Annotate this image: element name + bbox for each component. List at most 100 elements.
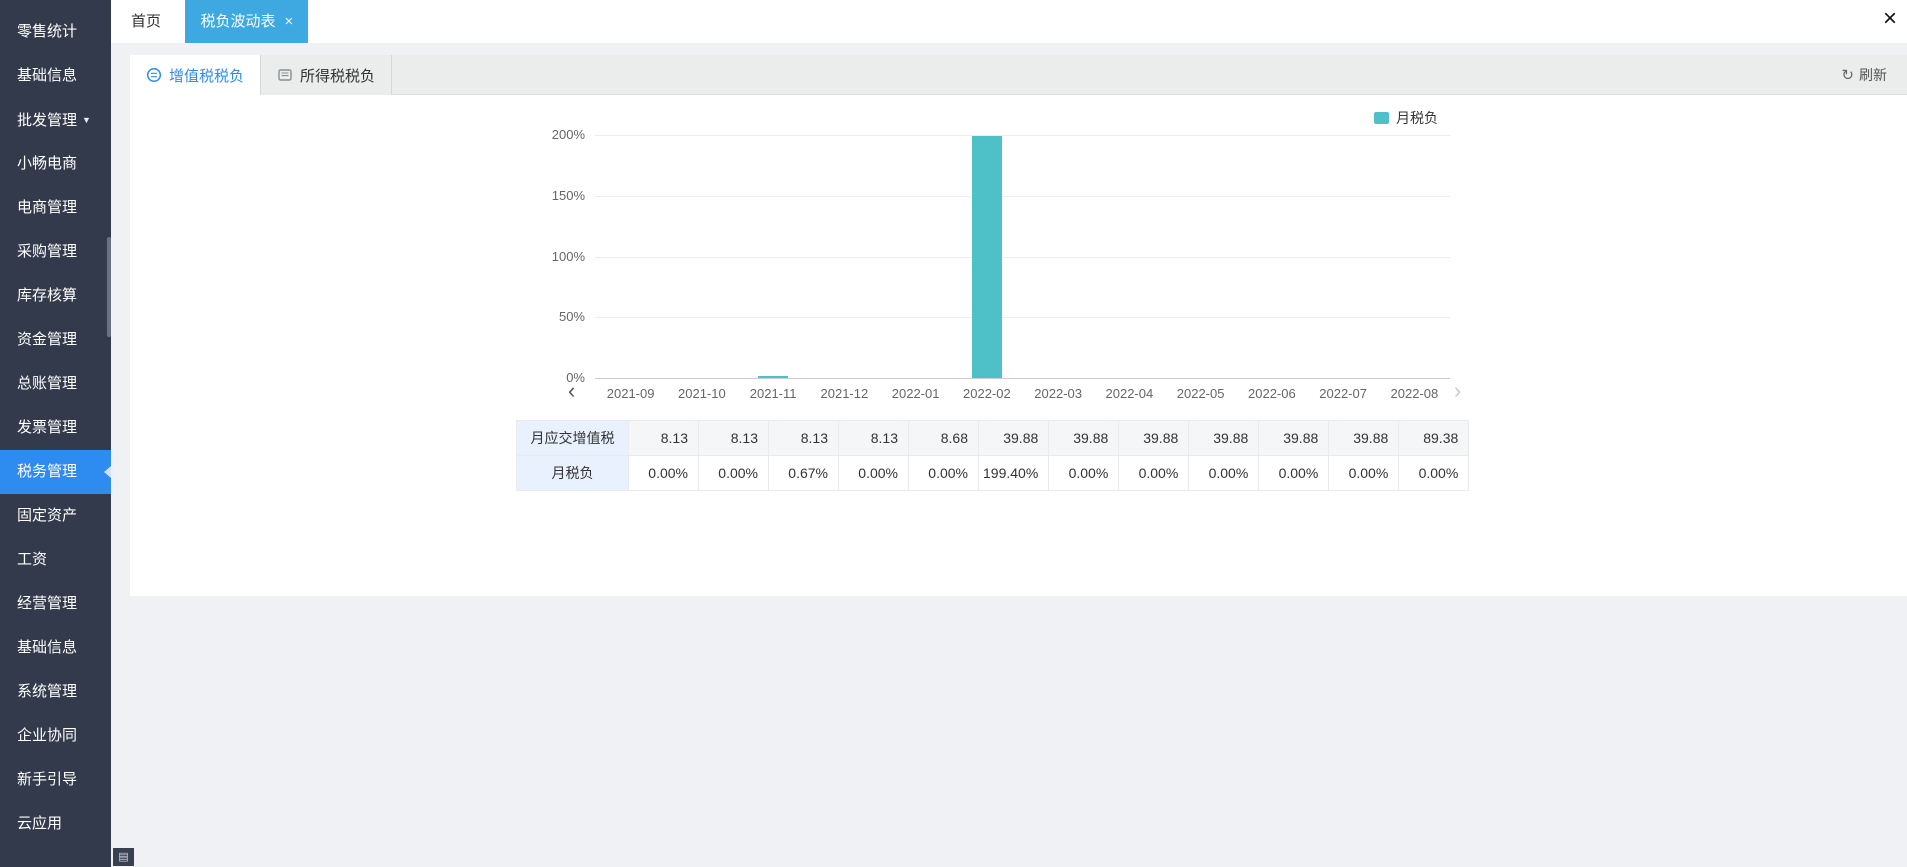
sidebar-item-label: 小畅电商 — [17, 155, 78, 172]
sidebar-item-经营管理[interactable]: 经营管理 — [0, 582, 111, 626]
x-axis-label: 2021-11 — [749, 386, 797, 401]
sidebar-item-基础信息[interactable]: 基础信息 — [0, 54, 111, 98]
table-cell: 0.67% — [768, 455, 839, 491]
table-cell: 0.00% — [1328, 455, 1400, 491]
x-axis-line — [595, 378, 1450, 379]
sidebar-item-label: 云应用 — [17, 815, 63, 832]
income-tax-tab-icon — [277, 67, 293, 83]
legend-swatch[interactable] — [1374, 112, 1389, 124]
x-axis-label: 2022-07 — [1319, 386, 1367, 401]
table-cell: 8.13 — [698, 420, 769, 456]
table-row: 月应交增值税 8.13 8.13 8.13 8.13 8.68 39.88 39.88 39.8… — [516, 420, 1470, 456]
x-axis-label: 2022-03 — [1034, 386, 1082, 401]
x-axis-label: 2022-02 — [963, 386, 1011, 401]
y-axis-tick-label: 100% — [551, 248, 585, 264]
y-axis-tick-label: 50% — [558, 309, 585, 325]
bar-2021-11[interactable] — [758, 376, 789, 378]
table-cell: 0.00% — [1258, 455, 1330, 491]
chart-next-arrow-icon[interactable]: › — [1454, 378, 1462, 403]
table-cell: 39.88 — [1118, 420, 1190, 456]
subtab-income-tax[interactable]: 所得税税负 — [260, 55, 393, 95]
table-cell: 8.13 — [838, 420, 909, 456]
sidebar-item-资金管理[interactable]: 资金管理 — [0, 318, 111, 362]
table-cell: 199.40% — [977, 455, 1050, 491]
y-axis-tick-label: 200% — [551, 127, 585, 142]
refresh-button[interactable]: ↻ 刷新 — [1841, 55, 1887, 95]
table-cell: 0.00% — [1118, 455, 1190, 491]
sidebar-item-发票管理[interactable]: 发票管理 — [0, 406, 111, 450]
subtab-label: 增值税税负 — [169, 67, 245, 85]
sidebar-item-label: 固定资产 — [17, 507, 78, 524]
table-row-header: 月应交增值税 — [516, 420, 629, 456]
sidebar-item-label: 发票管理 — [17, 419, 78, 436]
chart-prev-arrow-icon[interactable]: ‹ — [568, 378, 576, 403]
legend-label[interactable]: 月税负 — [1396, 110, 1438, 126]
x-axis-label: 2022-06 — [1248, 386, 1296, 401]
table-cell: 8.13 — [628, 420, 699, 456]
table-cell: 0.00% — [1188, 455, 1260, 491]
table-cell: 0.00% — [628, 455, 699, 491]
sidebar-item-云应用[interactable]: 云应用 — [0, 802, 111, 846]
sidebar-item-label: 零售统计 — [17, 23, 78, 40]
table-row: 月税负 0.00% 0.00% 0.67% 0.00% 0.00% 199.40% 0.00%… — [516, 455, 1470, 491]
subtab-label: 所得税税负 — [300, 67, 376, 85]
sidebar-item-label: 采购管理 — [17, 243, 78, 260]
table-cell: 39.88 — [1188, 420, 1260, 456]
window-close-icon[interactable]: × — [1882, 5, 1897, 32]
sidebar-collapse-button[interactable]: ▤ — [113, 848, 134, 866]
x-axis-label: 2022-05 — [1176, 386, 1225, 401]
sidebar-menu: 零售统计 基础信息 批发管理 ▼ 小畅电商 电商管理 采购管理 库存核算 资金管理 总账管理 发票管… — [0, 0, 111, 846]
chevron-down-icon: ▼ — [82, 115, 91, 125]
sidebar-item-label: 系统管理 — [17, 683, 78, 700]
top-tab-bar: 首页 税负波动表 × × — [111, 0, 1907, 43]
sidebar-item-库存核算[interactable]: 库存核算 — [0, 274, 111, 318]
table-cell: 0.00% — [698, 455, 769, 491]
x-axis-label: 2021-12 — [820, 386, 869, 401]
tab-tax-fluctuation[interactable]: 税负波动表 × — [185, 0, 309, 43]
x-axis-label: 2022-08 — [1390, 386, 1439, 401]
sidebar-item-固定资产[interactable]: 固定资产 — [0, 494, 111, 538]
sidebar-item-总账管理[interactable]: 总账管理 — [0, 362, 111, 406]
sidebar-item-label: 电商管理 — [17, 199, 78, 216]
subtab-vat[interactable]: 增值税税负 — [130, 55, 261, 95]
table-cell: 0.00% — [1398, 455, 1470, 491]
x-axis-label: 2022-04 — [1105, 386, 1154, 401]
sidebar-item-工资[interactable]: 工资 — [0, 538, 111, 582]
sidebar-item-采购管理[interactable]: 采购管理 — [0, 230, 111, 274]
tab-home[interactable]: 首页 — [131, 13, 162, 30]
sidebar-item-label: 资金管理 — [17, 331, 78, 348]
table-cell: 39.88 — [977, 420, 1050, 456]
vat-tab-icon — [146, 67, 162, 83]
sidebar-item-电商管理[interactable]: 电商管理 — [0, 186, 111, 230]
gridline — [595, 317, 1450, 319]
x-axis-label: 2021-10 — [678, 386, 726, 401]
sidebar-item-批发管理[interactable]: 批发管理 ▼ — [0, 98, 111, 142]
sidebar-item-小畅电商[interactable]: 小畅电商 — [0, 142, 111, 186]
bar-2022-02[interactable] — [971, 135, 1002, 378]
table-cell: 8.68 — [908, 420, 979, 456]
sidebar-item-label: 经营管理 — [17, 595, 78, 612]
sidebar-item-label: 基础信息 — [17, 67, 78, 84]
table-cell: 0.00% — [838, 455, 909, 491]
refresh-icon: ↻ — [1841, 67, 1854, 84]
sidebar-item-label: 新手引导 — [17, 771, 78, 788]
sidebar: 零售统计 基础信息 批发管理 ▼ 小畅电商 电商管理 采购管理 库存核算 资金管理 总账管理 发票管… — [0, 0, 111, 867]
sidebar-item-新手引导[interactable]: 新手引导 — [0, 758, 111, 802]
gridline — [595, 195, 1450, 197]
x-axis-label: 2022-01 — [891, 386, 940, 401]
subtab-bar: 增值税税负 所得税税负 ↻ 刷新 — [130, 55, 1907, 95]
sidebar-item-零售统计[interactable]: 零售统计 — [0, 10, 111, 54]
table-cell: 39.88 — [1048, 420, 1120, 456]
tab-close-icon[interactable]: × — [284, 13, 294, 30]
sidebar-item-label: 库存核算 — [17, 287, 78, 304]
table-cell: 89.38 — [1398, 420, 1470, 456]
sidebar-scrollbar[interactable] — [107, 237, 111, 337]
collapse-icon: ▤ — [118, 851, 129, 863]
sidebar-item-税务管理[interactable]: 税务管理 — [0, 450, 111, 494]
sidebar-item-label: 总账管理 — [17, 375, 78, 392]
sidebar-item-基础信息[interactable]: 基础信息 — [0, 626, 111, 670]
sidebar-item-企业协同[interactable]: 企业协同 — [0, 714, 111, 758]
sidebar-item-系统管理[interactable]: 系统管理 — [0, 670, 111, 714]
table-cell: 0.00% — [908, 455, 979, 491]
tax-data-table: 月应交增值税 8.13 8.13 8.13 8.13 8.68 39.88 39.88 39.8… — [516, 420, 1470, 491]
